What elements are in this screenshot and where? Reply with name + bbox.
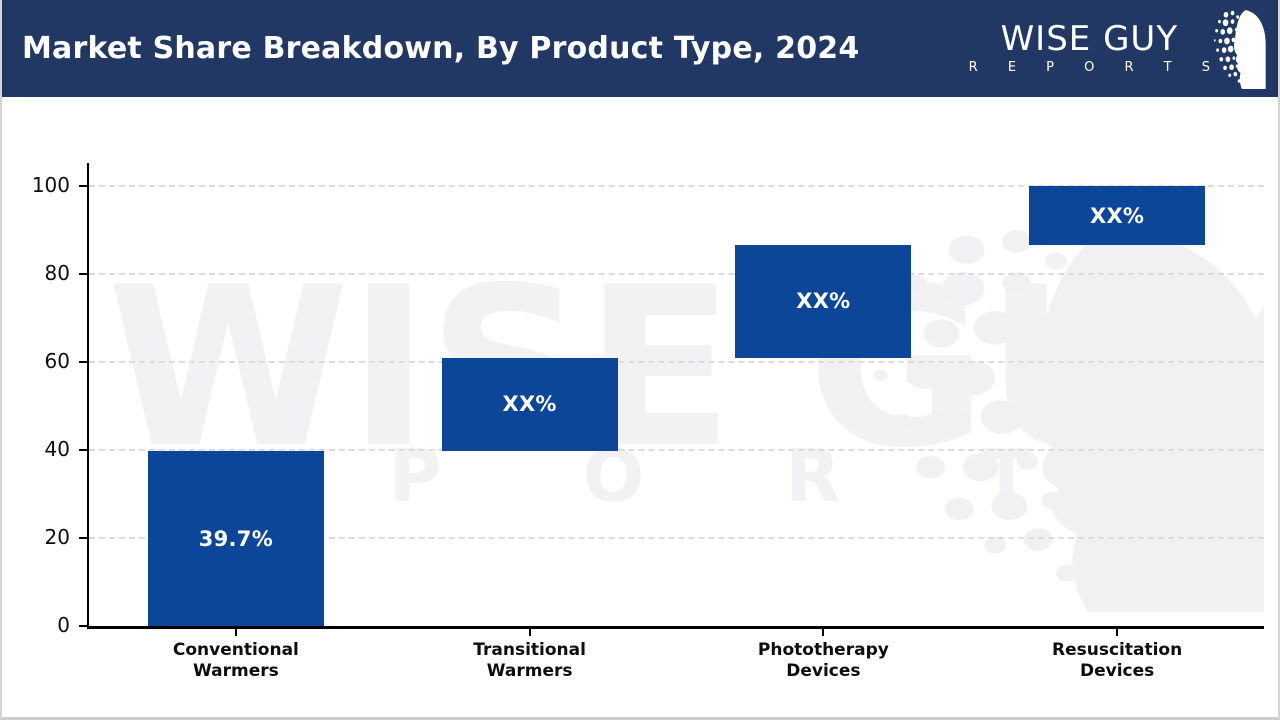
bar-1: 39.7% — [147, 451, 324, 626]
y-tick-20 — [79, 537, 87, 539]
y-axis-spine — [87, 163, 89, 628]
y-tick-label-100: 100 — [31, 173, 70, 197]
x-tick-1 — [234, 629, 237, 636]
gridline-y-80 — [89, 273, 1264, 275]
bar-3: XX% — [735, 245, 912, 358]
x-tick-4 — [1116, 629, 1119, 636]
x-tick-3 — [822, 629, 825, 636]
dot-face-profile-icon — [1213, 9, 1266, 89]
bar-4: XX% — [1029, 186, 1206, 246]
gridline-y-100 — [89, 185, 1264, 187]
gridline-y-60 — [89, 361, 1264, 363]
logo-text: WISE GUY R E P O R T S — [969, 22, 1210, 75]
y-tick-label-40: 40 — [44, 437, 70, 461]
watermark-dot-face-icon — [873, 227, 1264, 612]
x-category-label-1: Conventional Warmers — [172, 640, 299, 682]
y-tick-label-60: 60 — [44, 349, 70, 373]
y-tick-40 — [79, 449, 87, 451]
x-category-label-2: Transitional Warmers — [473, 640, 586, 682]
bar-label-1: 39.7% — [198, 526, 274, 551]
x-category-label-4: Resuscitation Devices — [1052, 640, 1183, 682]
gridline-y-20 — [89, 537, 1264, 539]
x-axis-spine — [87, 626, 1264, 629]
header-banner: Market Share Breakdown, By Product Type,… — [2, 0, 1278, 97]
bar-label-2: XX% — [502, 392, 557, 417]
logo-wordmark: WISE GUY — [1000, 19, 1179, 59]
y-tick-label-0: 0 — [57, 613, 70, 637]
wise-guy-reports-logo: WISE GUY R E P O R T S — [969, 9, 1268, 89]
plot-area: WISE GUY P O R T S 39.7% XX% XX% XX% — [89, 140, 1264, 626]
gridline-y-40 — [89, 449, 1264, 451]
y-tick-60 — [79, 361, 87, 363]
x-tick-2 — [528, 629, 531, 636]
x-category-label-3: Phototherapy Devices — [757, 640, 889, 682]
bar-label-3: XX% — [796, 289, 851, 314]
y-tick-label-20: 20 — [44, 525, 70, 549]
chart-title: Market Share Breakdown, By Product Type,… — [22, 31, 860, 66]
y-tick-label-80: 80 — [44, 261, 70, 285]
y-tick-0 — [79, 625, 87, 627]
bar-2: XX% — [441, 357, 618, 452]
logo-subtitle: R E P O R T S — [968, 60, 1223, 75]
y-tick-100 — [79, 185, 87, 187]
y-tick-80 — [79, 273, 87, 275]
bar-label-4: XX% — [1089, 203, 1145, 228]
